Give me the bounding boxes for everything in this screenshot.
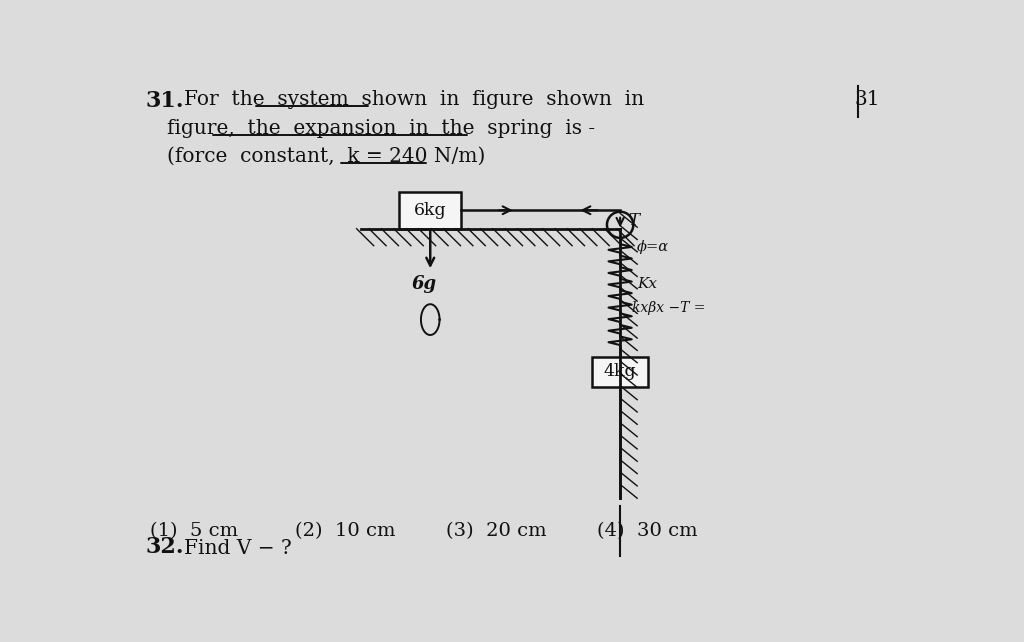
Text: (4)  30 cm: (4) 30 cm bbox=[597, 523, 697, 541]
Text: T: T bbox=[628, 213, 639, 229]
Text: 6g: 6g bbox=[412, 275, 436, 293]
Text: Find V − ?: Find V − ? bbox=[183, 539, 292, 557]
Bar bbox=[399, 192, 461, 229]
Text: (1)  5 cm: (1) 5 cm bbox=[150, 523, 238, 541]
Text: 31.: 31. bbox=[145, 90, 183, 112]
Text: Kx: Kx bbox=[637, 277, 657, 291]
Text: 4kg: 4kg bbox=[604, 363, 637, 380]
Text: figure,  the  expansion  in  the  spring  is -: figure, the expansion in the spring is - bbox=[167, 119, 595, 137]
Text: For  the  system  shown  in  figure  shown  in: For the system shown in figure shown in bbox=[183, 90, 644, 109]
Text: (3)  20 cm: (3) 20 cm bbox=[445, 523, 547, 541]
Text: 32.: 32. bbox=[145, 535, 183, 557]
Text: ϕ=α: ϕ=α bbox=[637, 240, 670, 254]
Text: (force  constant,  k = 240 N/m): (force constant, k = 240 N/m) bbox=[167, 146, 485, 166]
Text: kxβx −T =: kxβx −T = bbox=[632, 300, 706, 315]
Text: 6kg: 6kg bbox=[414, 202, 446, 219]
Text: (2)  10 cm: (2) 10 cm bbox=[295, 523, 395, 541]
Bar bbox=[592, 357, 648, 386]
Text: 31: 31 bbox=[854, 90, 880, 109]
